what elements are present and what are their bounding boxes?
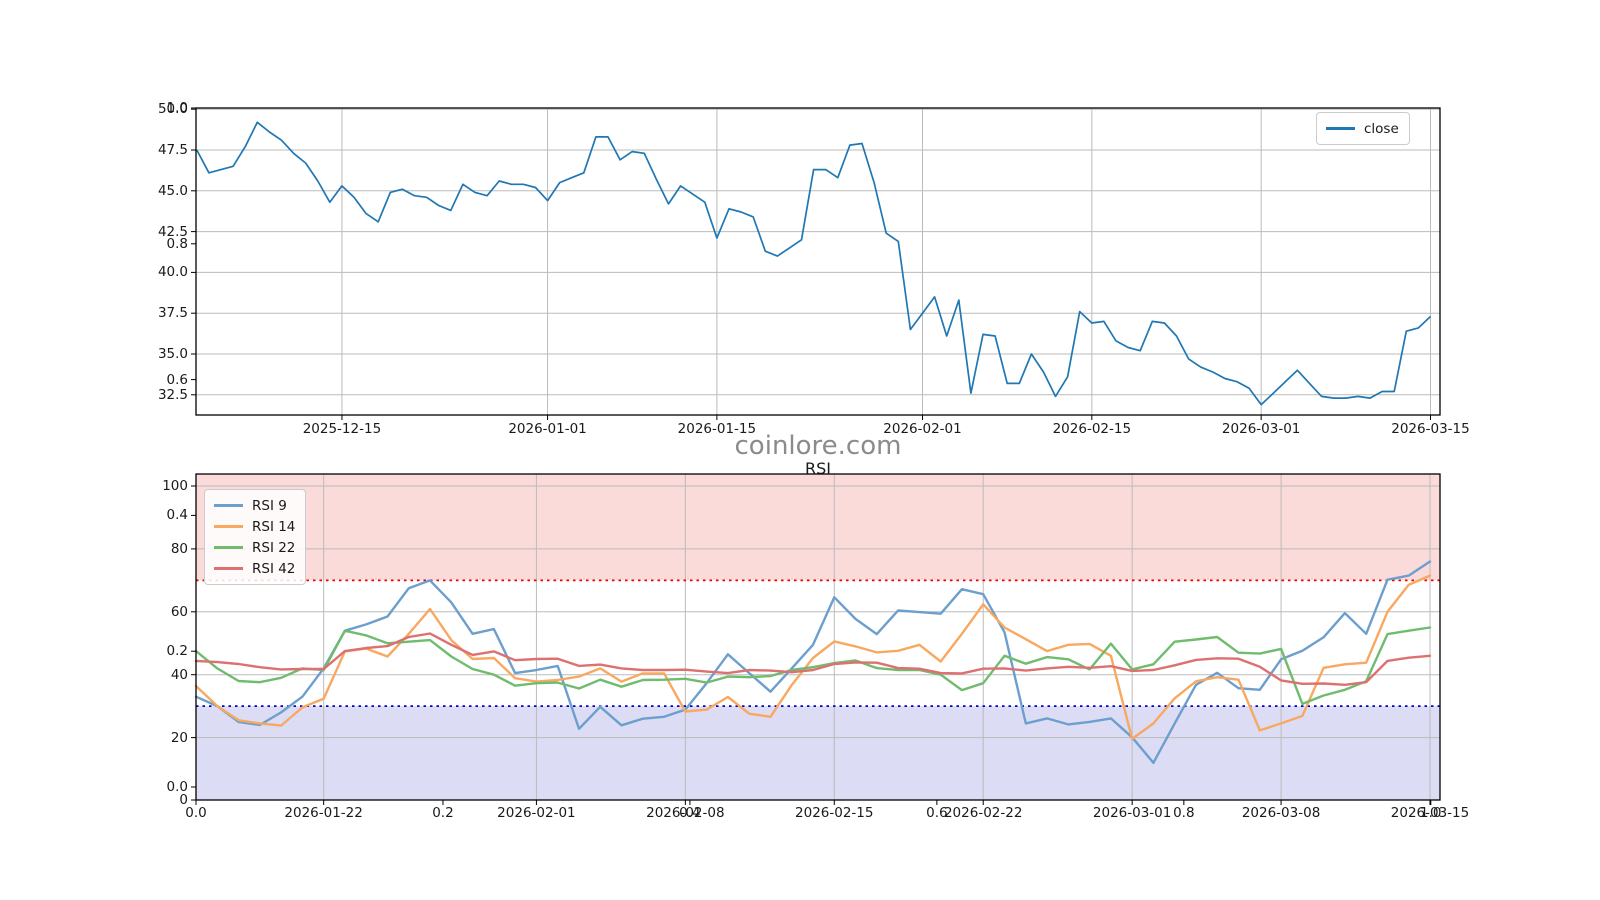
overlay-y-tick-label: 0.6 <box>166 371 188 388</box>
price-y-tick-label: 37.5 <box>157 305 188 322</box>
legend-line-swatch <box>214 546 243 549</box>
legend-entry: RSI 14 <box>214 516 295 537</box>
price-x-tick-label: 2026-01-01 <box>508 421 587 437</box>
rsi-x-tick-label: 2026-03-01 <box>1092 805 1172 821</box>
price-y-tick-label: 35.0 <box>157 346 188 362</box>
overlay-y-tick-label: 0.8 <box>166 235 188 252</box>
price-y-tick-label: 45.0 <box>157 182 188 199</box>
overlay-x-tick-label: 0.6 <box>926 805 948 821</box>
price-x-tick-label: 2026-03-15 <box>1391 421 1470 437</box>
price-x-tick-label: 2026-02-15 <box>1052 421 1132 437</box>
rsi-y-tick-label: 80 <box>170 540 188 557</box>
rsi-axes-frame <box>195 473 1441 801</box>
legend-entry: close <box>1326 118 1399 139</box>
price-x-tick-label: 2025-12-15 <box>302 421 382 437</box>
price-axes-frame <box>195 107 1441 416</box>
price-y-tick-label: 40.0 <box>157 264 188 281</box>
price-x-tick-label: 2026-01-15 <box>677 421 757 437</box>
watermark: coinlore.com <box>734 431 902 461</box>
rsi-oversold-band <box>196 706 1440 800</box>
overlay-x-tick-label: 0.8 <box>1173 805 1195 821</box>
legend-line-swatch <box>214 504 243 507</box>
rsi-y-tick-label: 100 <box>162 478 188 494</box>
rsi-y-tick-label: 20 <box>170 729 188 746</box>
rsi-line-rsi-42 <box>194 632 1432 686</box>
rsi-y-tick-label: 40 <box>170 666 188 683</box>
overlay-x-tick-label: 0.4 <box>679 805 701 821</box>
price-y-tick-label: 50.0 <box>157 101 188 118</box>
legend-entry: RSI 42 <box>214 558 295 579</box>
overlay-x-tick-label: 0.0 <box>185 805 207 821</box>
overlay-x-tick-label: 0.2 <box>432 805 454 821</box>
overlay-y-tick-label: 1.0 <box>166 100 188 116</box>
price-x-tick-label: 2026-02-01 <box>883 421 962 437</box>
legend-line-swatch <box>1326 127 1355 130</box>
rsi-x-tick-label: 2026-03-08 <box>1241 805 1321 821</box>
rsi-x-tick-label: 2026-01-22 <box>284 805 363 821</box>
price-y-tick-label: 42.5 <box>157 223 188 240</box>
price-y-tick-label: 32.5 <box>157 386 188 403</box>
legend-label: RSI 14 <box>252 518 296 535</box>
overlay-x-tick-label: 1.0 <box>1420 805 1442 821</box>
legend-entry: RSI 9 <box>214 495 295 516</box>
legend-label: close <box>1364 120 1399 137</box>
rsi-y-tick-label: 60 <box>170 603 188 620</box>
rsi-y-tick-label: 0 <box>179 792 188 808</box>
rsi-overbought-band <box>196 474 1440 581</box>
legend-line-swatch <box>214 567 243 570</box>
rsi-x-tick-label: 2026-03-15 <box>1390 805 1470 821</box>
rsi-x-tick-label: 2026-02-15 <box>795 805 874 821</box>
legend-label: RSI 9 <box>252 497 287 514</box>
rsi-legend: RSI 9 RSI 14 RSI 22 RSI 42 <box>204 489 307 585</box>
overlay-y-tick-label: 0.4 <box>166 507 188 524</box>
rsi-x-tick-label: 2026-02-08 <box>646 805 725 821</box>
legend-entry: RSI 22 <box>214 537 295 558</box>
legend-label: RSI 42 <box>252 560 296 577</box>
price-y-tick-label: 47.5 <box>157 142 188 158</box>
rsi-x-tick-label: 2026-02-01 <box>497 805 576 821</box>
legend-label: RSI 22 <box>252 539 296 556</box>
price-x-tick-label: 2026-03-01 <box>1221 421 1301 437</box>
rsi-line-rsi-22 <box>194 626 1432 706</box>
rsi-chart-title: RSI <box>805 459 831 478</box>
overlay-y-tick-label: 0.0 <box>166 779 188 795</box>
overlay-y-tick-label: 0.2 <box>166 643 188 660</box>
legend-line-swatch <box>214 525 243 528</box>
price-legend: close <box>1316 112 1410 145</box>
close-line <box>196 121 1432 406</box>
rsi-x-tick-label: 2026-02-22 <box>943 805 1023 821</box>
